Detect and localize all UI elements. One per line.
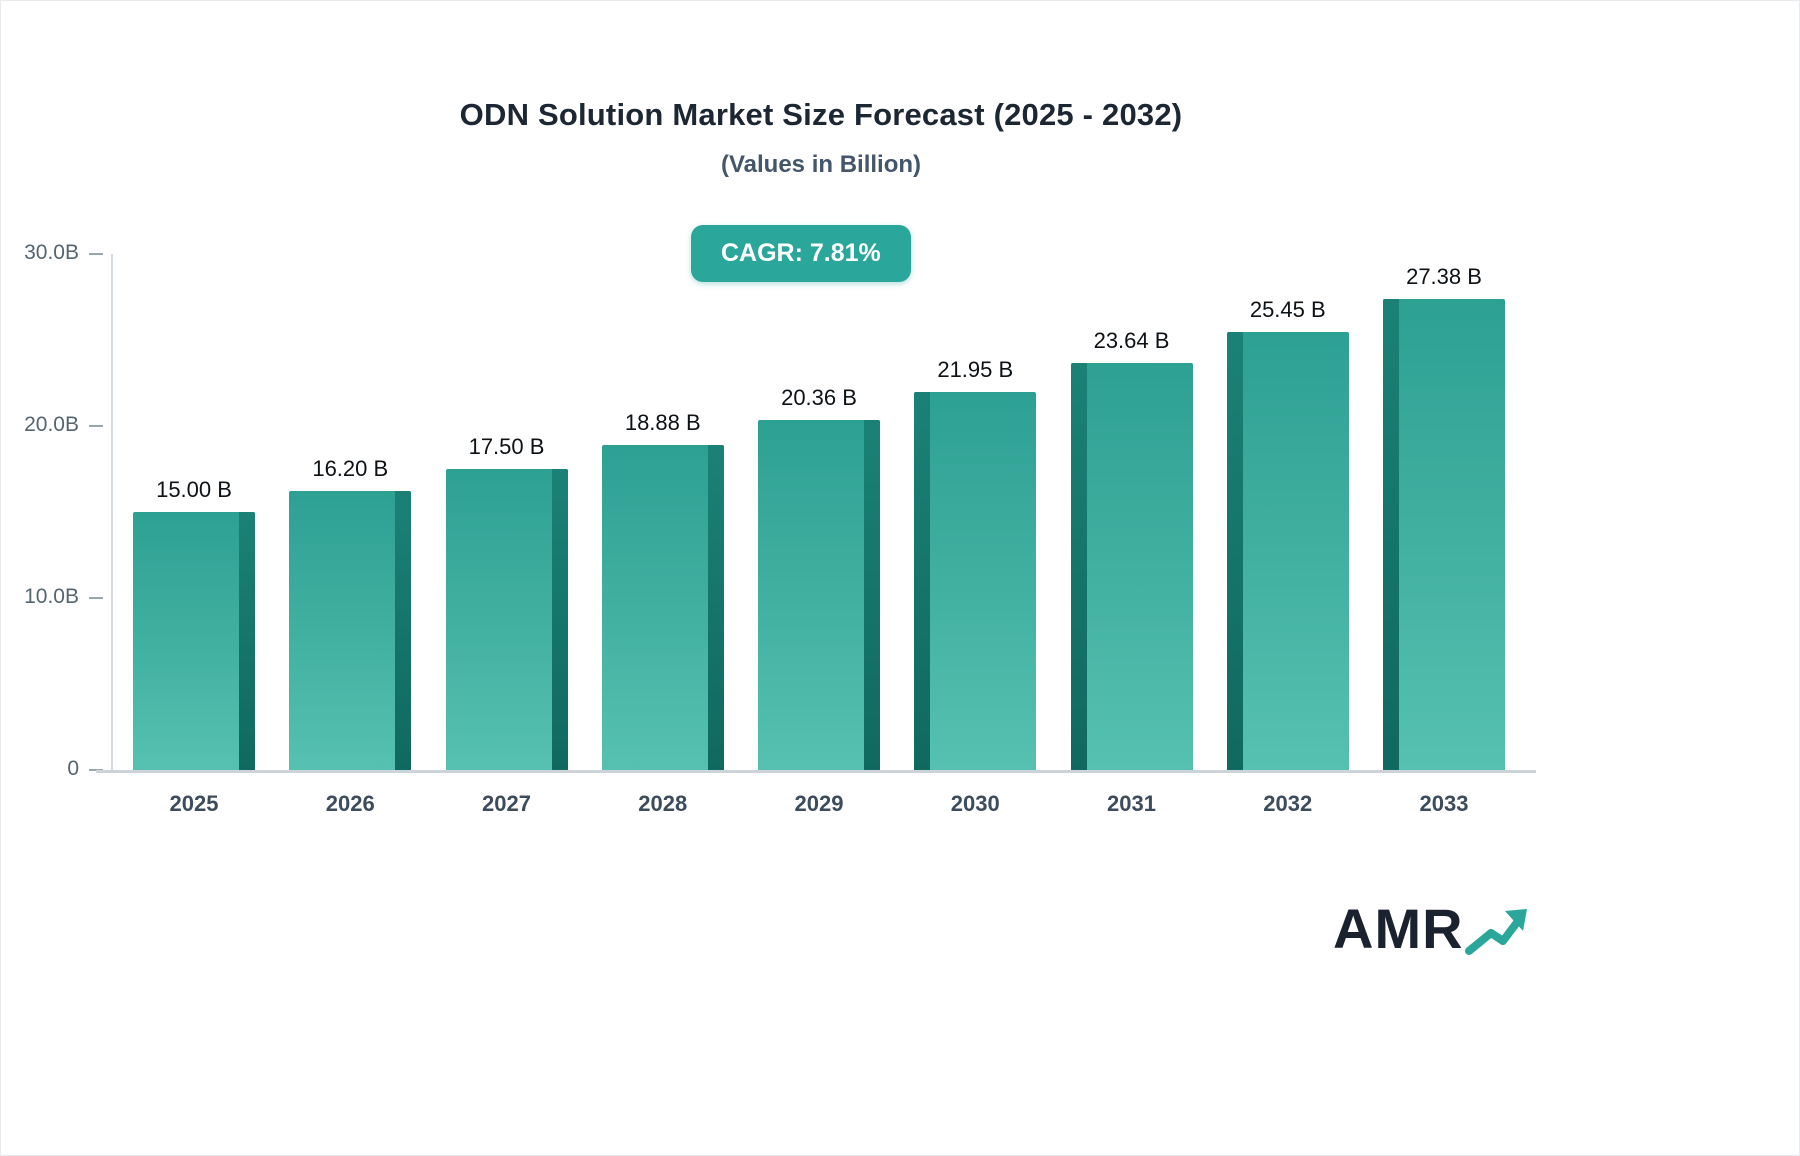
bar-value-label: 16.20 B (312, 456, 389, 482)
x-axis-line (96, 770, 1536, 773)
y-tick-label: 20.0B (24, 413, 79, 436)
x-axis-label: 2030 (950, 791, 1000, 816)
bar-shade-edge (395, 491, 412, 770)
x-axis-label: 2026 (325, 791, 375, 816)
bar-shade-edge (864, 419, 880, 770)
bar-value-label: 18.88 B (624, 410, 701, 436)
bar-shade-edge (914, 392, 931, 770)
x-axis-label: 2029 (794, 791, 844, 816)
growth-arrow-icon (1465, 909, 1527, 955)
bar (601, 445, 724, 770)
bar (914, 392, 1037, 770)
cagr-badge: CAGR: 7.81% (691, 225, 911, 282)
bar-shade-edge (1383, 299, 1399, 770)
bar-value-label: 25.45 B (1249, 297, 1326, 323)
x-axis-label: 2033 (1419, 791, 1469, 816)
bar-shade-edge (1226, 332, 1243, 770)
y-tick-mark (89, 253, 103, 255)
bar-group: 17.50 B (445, 254, 568, 770)
bar-shade-edge (239, 512, 255, 770)
bar-group: 20.36 B (758, 254, 880, 770)
bar-group: 15.00 B (133, 254, 255, 770)
bar-value-label: 27.38 B (1406, 264, 1482, 290)
bar (758, 419, 880, 770)
x-axis-label: 2032 (1263, 791, 1313, 816)
bar-group: 25.45 B (1226, 254, 1349, 770)
bar-shade-edge (1070, 363, 1087, 770)
bar-chart: 30.0B 20.0B 10.0B 0 15.00 B 16.20 B 17.50 B 18… (1, 241, 1561, 780)
bar (133, 512, 255, 770)
bar (1070, 363, 1193, 770)
bars-area: 15.00 B 16.20 B 17.50 B 18.88 B 20.36 B 21.95… (113, 254, 1533, 770)
x-axis-label: 2028 (638, 791, 688, 816)
x-axis-label: 2031 (1107, 791, 1156, 816)
bar (1226, 332, 1349, 770)
y-axis-ticks: 30.0B 20.0B 10.0B 0 (1, 241, 111, 780)
bar-value-label: 23.64 B (1093, 328, 1170, 354)
x-axis-label: 2025 (169, 791, 219, 816)
bar-shade-edge (707, 445, 724, 770)
bar-group: 16.20 B (289, 254, 412, 770)
bar (289, 491, 412, 770)
x-axis-labels: 2025 2026 2027 2028 2029 2030 2031 2032 2033 (113, 791, 1533, 817)
bar (445, 469, 568, 770)
bar (1383, 299, 1505, 770)
bar-shade-edge (551, 469, 568, 770)
y-tick-mark (89, 425, 103, 427)
bar-value-label: 20.36 B (781, 384, 857, 410)
bar-group: 27.38 B (1383, 254, 1505, 770)
chart-title: ODN Solution Market Size Forecast (2025 … (459, 97, 1183, 132)
y-tick-label: 0 (67, 757, 79, 780)
chart-header: ODN Solution Market Size Forecast (2025 … (1, 1, 1641, 179)
bar-value-label: 17.50 B (468, 434, 545, 459)
y-tick-label: 10.0B (24, 585, 79, 608)
amr-logo: AMR (1333, 889, 1527, 969)
y-tick-label: 30.0B (24, 241, 79, 264)
bar-value-label: 21.95 B (937, 357, 1014, 383)
bar-group: 18.88 B (601, 254, 724, 770)
amr-logo-text: AMR (1333, 897, 1464, 960)
bar-group: 21.95 B (914, 254, 1037, 770)
bar-value-label: 15.00 B (156, 477, 232, 502)
y-axis-line (111, 254, 113, 772)
bar-group: 23.64 B (1070, 254, 1193, 770)
chart-subtitle: (Values in Billion) (720, 151, 922, 178)
y-tick-mark (89, 597, 103, 599)
x-axis-label: 2027 (482, 791, 531, 816)
